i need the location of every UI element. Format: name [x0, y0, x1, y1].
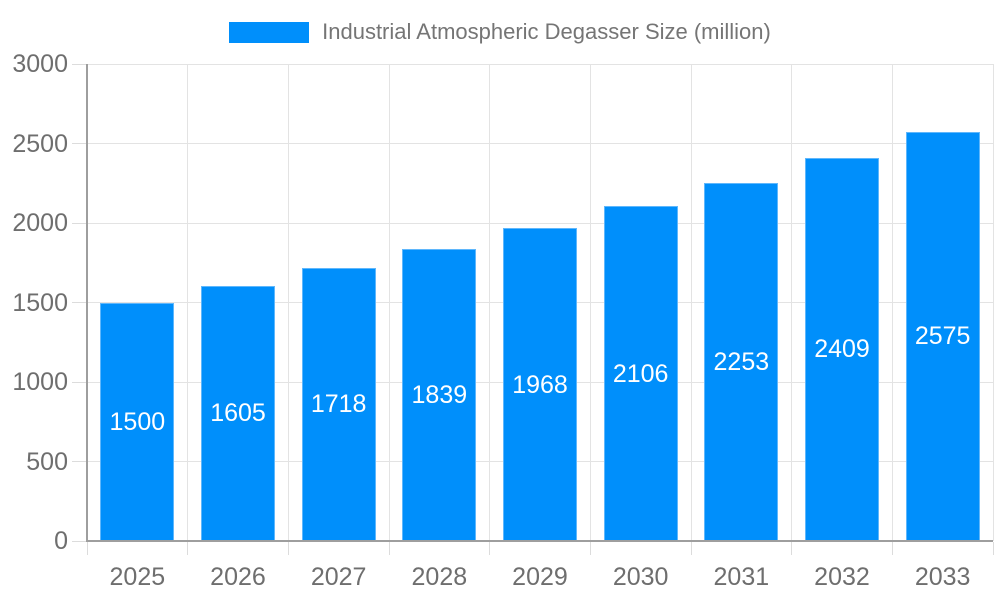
x-axis-label: 2028	[411, 563, 468, 591]
y-axis-tick	[72, 63, 87, 65]
bar-2031: 2253	[704, 182, 779, 541]
x-gridline	[992, 64, 994, 541]
bar-2028: 1839	[402, 248, 477, 541]
x-gridline	[388, 64, 390, 541]
y-axis-label: 1000	[12, 368, 68, 396]
y-axis-label: 1500	[12, 288, 68, 317]
x-axis-label: 2032	[814, 563, 870, 591]
x-axis-tick	[589, 542, 591, 555]
bar-2030: 2106	[603, 206, 678, 541]
x-axis-tick	[86, 542, 88, 555]
x-gridline	[891, 64, 893, 541]
y-axis-label: 2000	[12, 209, 68, 237]
x-axis-label: 2025	[109, 563, 166, 591]
bar-2025: 1500	[100, 302, 175, 541]
y-gridline	[87, 63, 993, 65]
y-axis-tick	[72, 381, 87, 383]
x-axis-tick	[287, 542, 289, 555]
y-axis-tick	[72, 302, 87, 303]
x-axis-tick	[388, 542, 390, 555]
x-axis-label: 2030	[612, 563, 669, 591]
bar-value-label: 2575	[914, 322, 971, 351]
x-axis-tick	[791, 542, 793, 555]
legend-label: Industrial Atmospheric Degasser Size (mi…	[322, 19, 771, 44]
y-axis-tick	[72, 222, 87, 224]
bar-value-label: 1605	[210, 399, 266, 428]
x-gridline	[287, 64, 289, 541]
x-axis-label: 2026	[210, 563, 266, 591]
bar-2026: 1605	[201, 285, 275, 541]
x-axis-label: 2031	[713, 563, 770, 591]
x-axis-label: 2029	[512, 563, 568, 591]
x-axis-tick	[992, 542, 994, 555]
x-gridline	[489, 64, 491, 541]
bar-2029: 1968	[503, 228, 577, 541]
y-axis-label: 0	[54, 527, 68, 555]
bar-value-label: 2106	[612, 359, 669, 388]
y-axis-line	[86, 64, 88, 541]
bar-2027: 1718	[301, 267, 376, 541]
x-axis-line	[86, 539, 993, 542]
x-axis-label: 2033	[914, 563, 971, 591]
x-axis-tick	[489, 542, 491, 555]
y-axis-label: 2500	[12, 129, 68, 158]
y-gridline	[87, 143, 993, 144]
bar-value-label: 1968	[512, 370, 568, 399]
bar-value-label: 1500	[109, 407, 166, 436]
y-gridline	[87, 222, 993, 224]
bar-value-label: 1839	[411, 380, 468, 409]
y-axis-label: 500	[26, 447, 68, 476]
x-gridline	[690, 64, 692, 541]
x-gridline	[791, 64, 793, 541]
x-axis-tick	[891, 542, 893, 555]
x-axis-tick	[187, 542, 189, 555]
x-gridline	[187, 64, 189, 541]
x-axis-label: 2027	[310, 563, 367, 591]
bar-value-label: 1718	[310, 390, 367, 419]
bar-value-label: 2253	[713, 347, 770, 376]
y-axis-tick	[72, 540, 87, 542]
bar-2033: 2575	[905, 131, 980, 541]
x-axis-tick	[690, 542, 692, 555]
legend[interactable]: Industrial Atmospheric Degasser Size (mi…	[0, 12, 1000, 52]
legend-swatch	[229, 21, 310, 43]
bar-value-label: 2409	[814, 335, 870, 364]
x-gridline	[589, 64, 591, 541]
bar-2032: 2409	[805, 157, 879, 541]
y-axis-tick	[72, 143, 87, 144]
y-axis-label: 3000	[12, 50, 68, 78]
y-axis-tick	[72, 461, 87, 462]
